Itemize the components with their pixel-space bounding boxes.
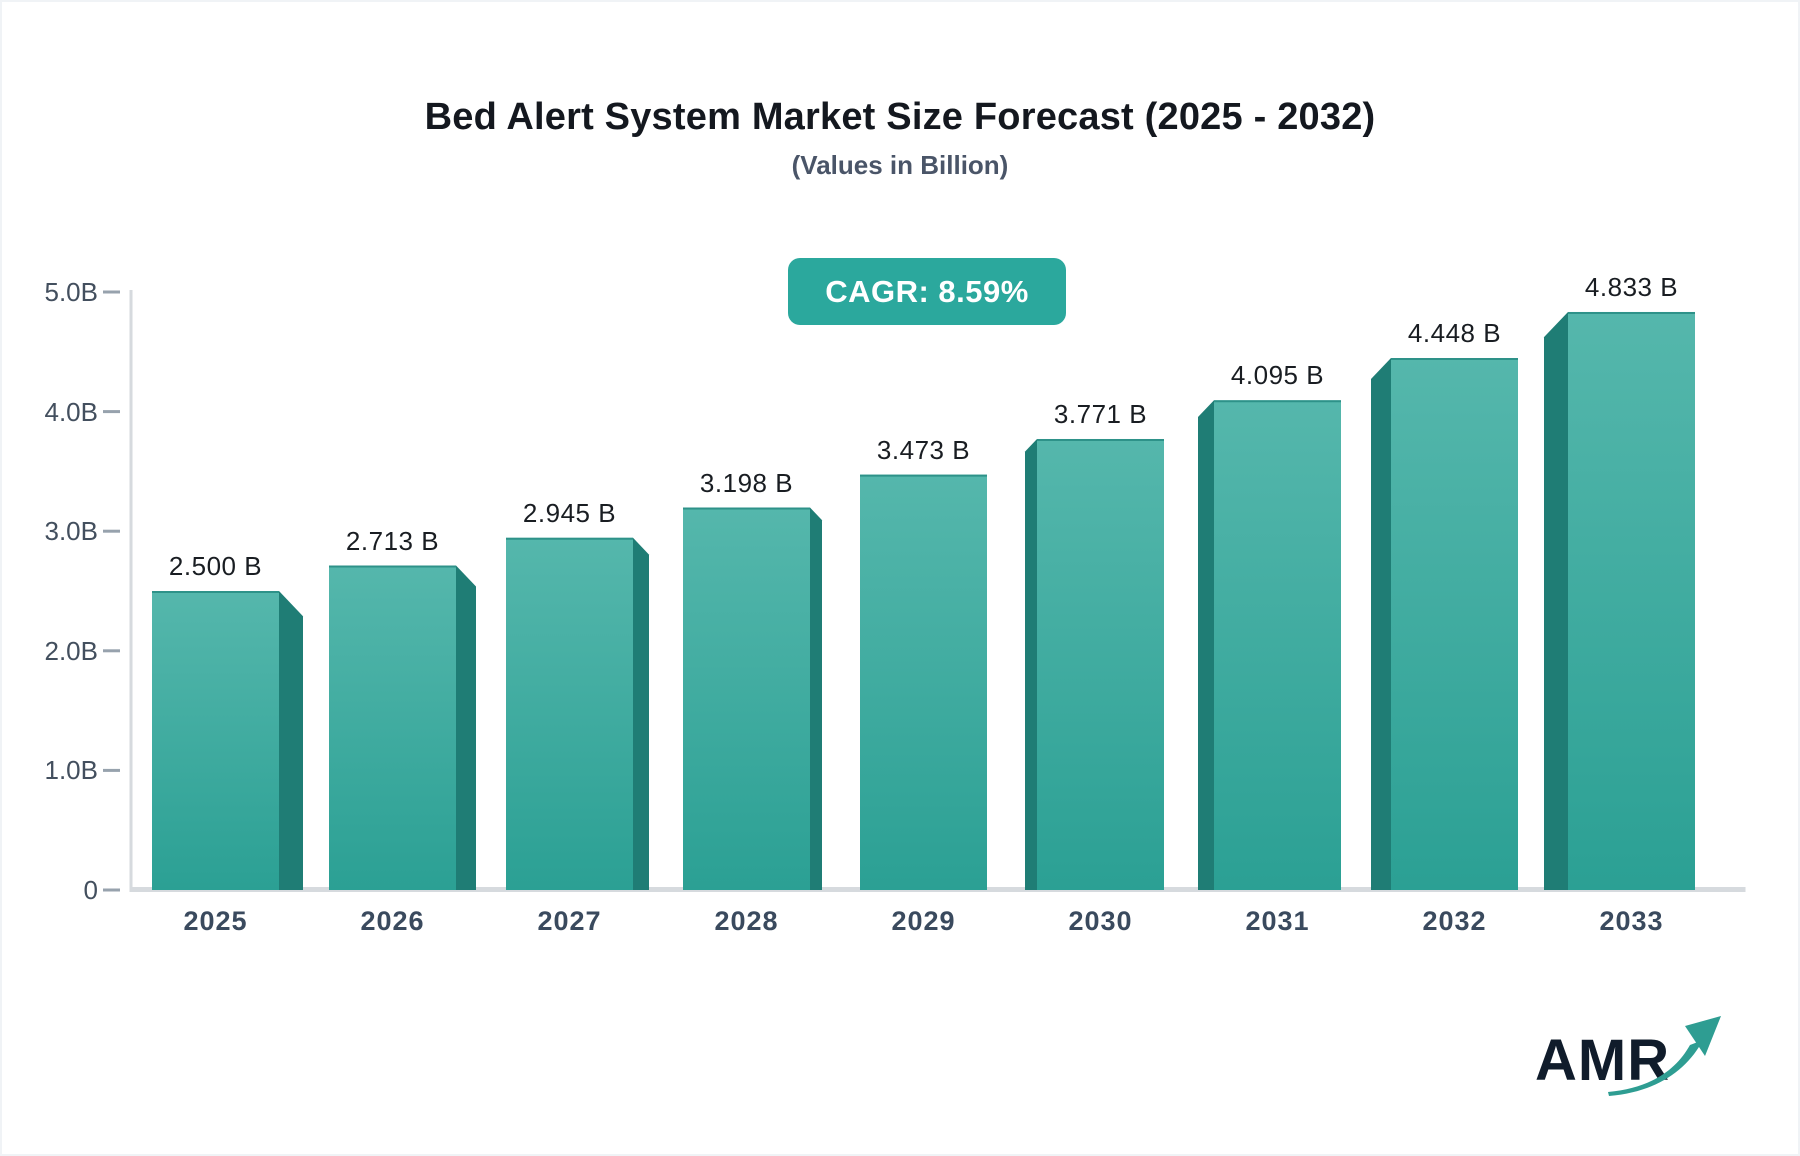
y-axis-line — [129, 290, 133, 892]
bar-2027 — [506, 537, 633, 890]
bar-side-2028 — [810, 507, 822, 890]
bar-side-2025 — [279, 591, 303, 890]
y-tick-mark — [103, 768, 120, 772]
bar-side-2027 — [633, 537, 649, 890]
bar-2028 — [683, 507, 810, 890]
bar-2032 — [1391, 358, 1518, 891]
bar-side-2031 — [1198, 400, 1214, 890]
y-tick-mark — [103, 888, 120, 892]
chart-title: Bed Alert System Market Size Forecast (2… — [424, 96, 1376, 138]
bar-2033 — [1568, 311, 1695, 890]
cagr-badge: CAGR: 8.59% — [788, 258, 1066, 325]
growth-arrow-icon — [1608, 1016, 1721, 1096]
y-tick-mark — [103, 529, 120, 533]
y-tick-mark — [103, 649, 120, 653]
bar-side-2026 — [456, 565, 476, 890]
cagr-badge-label: CAGR: 8.59% — [825, 273, 1029, 309]
chart-subtitle: (Values in Billion) — [791, 150, 1009, 180]
y-tick-mark — [103, 410, 120, 414]
bar-side-2033 — [1544, 311, 1568, 890]
bar-2025 — [152, 591, 279, 890]
amr-logo: AMR — [1535, 1016, 1735, 1122]
bar-2029 — [860, 474, 987, 890]
amr-logo-text: AMR — [1535, 1028, 1671, 1093]
bar-side-2032 — [1371, 358, 1391, 891]
bar-side-2030 — [1025, 438, 1037, 890]
bar-2031 — [1214, 400, 1341, 890]
bar-2026 — [329, 565, 456, 890]
y-tick-mark — [103, 290, 120, 294]
bar-2030 — [1037, 438, 1164, 890]
